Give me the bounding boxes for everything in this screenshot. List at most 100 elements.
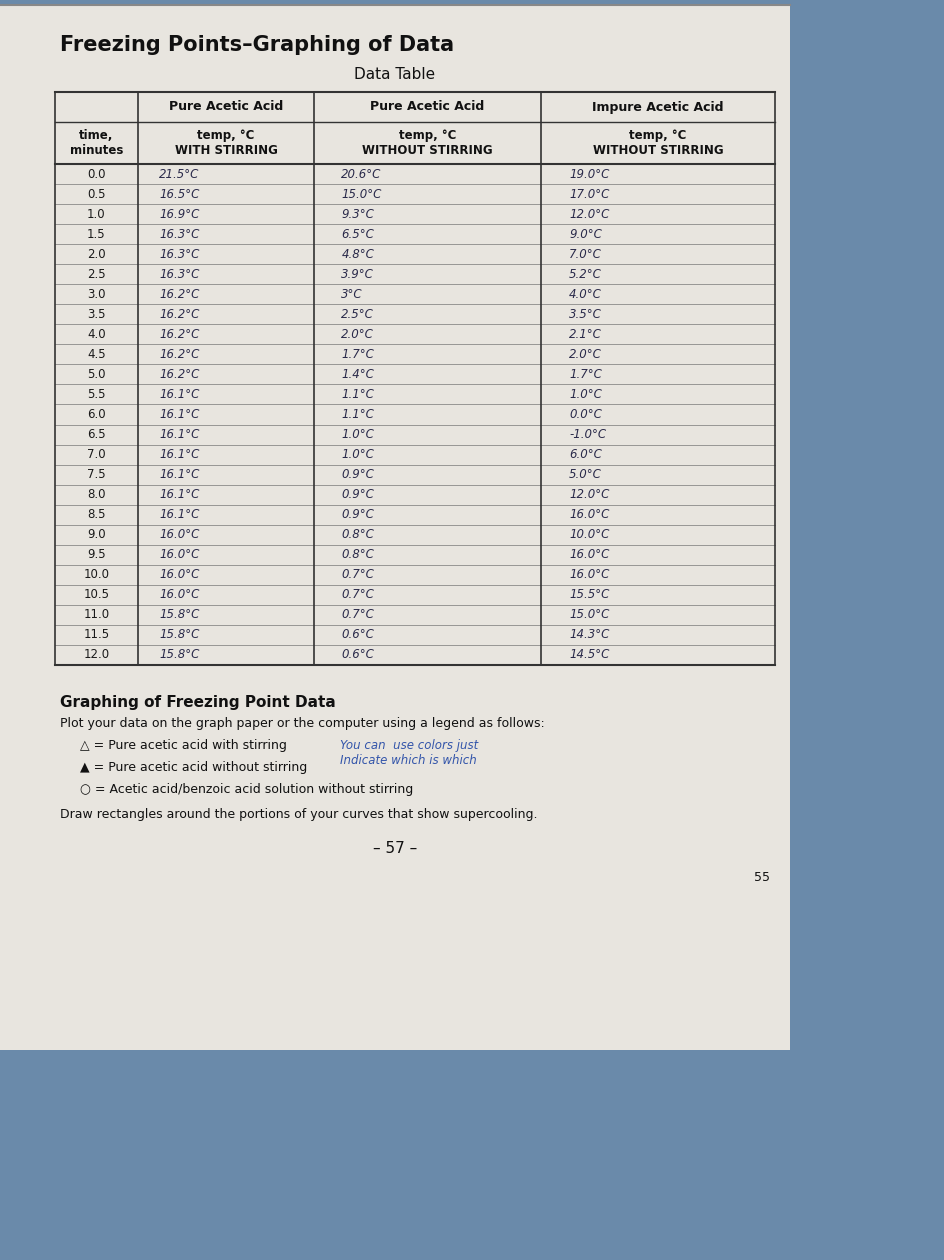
Text: 55: 55	[753, 871, 769, 885]
Text: 11.0: 11.0	[83, 609, 110, 621]
Text: 2.1°C: 2.1°C	[568, 328, 601, 341]
Text: 9.0°C: 9.0°C	[568, 228, 601, 241]
Text: 6.0°C: 6.0°C	[568, 449, 601, 461]
Text: 12.0°C: 12.0°C	[568, 488, 609, 501]
Text: 9.3°C: 9.3°C	[341, 208, 374, 220]
Text: 10.5: 10.5	[83, 588, 110, 601]
Text: 3.9°C: 3.9°C	[341, 267, 374, 281]
Text: 3.0: 3.0	[87, 287, 106, 301]
Text: 3.5: 3.5	[87, 307, 106, 321]
Text: 16.3°C: 16.3°C	[159, 267, 199, 281]
Text: 4.0°C: 4.0°C	[568, 287, 601, 301]
Text: 16.5°C: 16.5°C	[159, 188, 199, 200]
Text: 4.5: 4.5	[87, 348, 106, 360]
Text: 16.1°C: 16.1°C	[159, 388, 199, 401]
Text: 1.0: 1.0	[87, 208, 106, 220]
Text: 2.0°C: 2.0°C	[341, 328, 374, 341]
Text: 0.9°C: 0.9°C	[341, 508, 374, 522]
Text: 16.3°C: 16.3°C	[159, 248, 199, 261]
Text: 16.0°C: 16.0°C	[159, 548, 199, 561]
Text: 4.0: 4.0	[87, 328, 106, 341]
Text: 1.1°C: 1.1°C	[341, 408, 374, 421]
Text: 16.1°C: 16.1°C	[159, 488, 199, 501]
Text: 14.5°C: 14.5°C	[568, 649, 609, 662]
Text: 7.0: 7.0	[87, 449, 106, 461]
Text: 16.9°C: 16.9°C	[159, 208, 199, 220]
Text: 0.7°C: 0.7°C	[341, 588, 374, 601]
Text: ▲ = Pure acetic acid without stirring: ▲ = Pure acetic acid without stirring	[80, 761, 307, 774]
Text: temp, °C
WITHOUT STIRRING: temp, °C WITHOUT STIRRING	[592, 129, 722, 158]
Text: 16.2°C: 16.2°C	[159, 307, 199, 321]
Text: 16.0°C: 16.0°C	[159, 568, 199, 581]
Text: Plot your data on the graph paper or the computer using a legend as follows:: Plot your data on the graph paper or the…	[59, 717, 544, 730]
Text: 10.0°C: 10.0°C	[568, 528, 609, 542]
Text: temp, °C
WITH STIRRING: temp, °C WITH STIRRING	[175, 129, 278, 158]
Text: 16.1°C: 16.1°C	[159, 449, 199, 461]
Text: 16.1°C: 16.1°C	[159, 508, 199, 522]
Text: 5.2°C: 5.2°C	[568, 267, 601, 281]
Text: 1.5: 1.5	[87, 228, 106, 241]
Text: 6.5: 6.5	[87, 428, 106, 441]
Text: 9.5: 9.5	[87, 548, 106, 561]
Text: 3°C: 3°C	[341, 287, 362, 301]
Text: 1.4°C: 1.4°C	[341, 368, 374, 381]
Text: 11.5: 11.5	[83, 629, 110, 641]
Text: 16.0°C: 16.0°C	[568, 508, 609, 522]
Text: 15.5°C: 15.5°C	[568, 588, 609, 601]
Text: 2.0°C: 2.0°C	[568, 348, 601, 360]
Text: 12.0: 12.0	[83, 649, 110, 662]
Text: 12.0°C: 12.0°C	[568, 208, 609, 220]
Text: 5.0°C: 5.0°C	[568, 469, 601, 481]
Text: 2.0: 2.0	[87, 248, 106, 261]
Text: 16.1°C: 16.1°C	[159, 469, 199, 481]
Text: 0.8°C: 0.8°C	[341, 528, 374, 542]
Text: 15.0°C: 15.0°C	[568, 609, 609, 621]
Text: 16.2°C: 16.2°C	[159, 287, 199, 301]
Text: Graphing of Freezing Point Data: Graphing of Freezing Point Data	[59, 696, 335, 709]
Text: 1.0°C: 1.0°C	[568, 388, 601, 401]
Text: Pure Acetic Acid: Pure Acetic Acid	[370, 101, 484, 113]
Text: 2.5: 2.5	[87, 267, 106, 281]
Bar	[0, 5, 789, 1050]
Text: 6.5°C: 6.5°C	[341, 228, 374, 241]
Text: 0.7°C: 0.7°C	[341, 609, 374, 621]
Text: 15.8°C: 15.8°C	[159, 649, 199, 662]
Text: 0.6°C: 0.6°C	[341, 649, 374, 662]
Text: 0.7°C: 0.7°C	[341, 568, 374, 581]
Text: 1.1°C: 1.1°C	[341, 388, 374, 401]
Text: 0.8°C: 0.8°C	[341, 548, 374, 561]
Text: time,
minutes: time, minutes	[70, 129, 123, 158]
Text: 1.7°C: 1.7°C	[341, 348, 374, 360]
Text: △ = Pure acetic acid with stirring: △ = Pure acetic acid with stirring	[80, 740, 287, 752]
Text: 5.5: 5.5	[87, 388, 106, 401]
Text: 4.8°C: 4.8°C	[341, 248, 374, 261]
Text: Freezing Points–Graphing of Data: Freezing Points–Graphing of Data	[59, 35, 454, 55]
Text: 16.0°C: 16.0°C	[159, 528, 199, 542]
Text: 15.8°C: 15.8°C	[159, 629, 199, 641]
Text: 16.0°C: 16.0°C	[159, 588, 199, 601]
Text: 15.8°C: 15.8°C	[159, 609, 199, 621]
Text: 0.9°C: 0.9°C	[341, 488, 374, 501]
Text: 0.0: 0.0	[87, 168, 106, 180]
Text: 15.0°C: 15.0°C	[341, 188, 381, 200]
Text: Data Table: Data Table	[354, 67, 435, 82]
Text: 19.0°C: 19.0°C	[568, 168, 609, 180]
Text: ○ = Acetic acid/benzoic acid solution without stirring: ○ = Acetic acid/benzoic acid solution wi…	[80, 782, 413, 796]
Text: 20.6°C: 20.6°C	[341, 168, 381, 180]
Text: 1.7°C: 1.7°C	[568, 368, 601, 381]
Text: 21.5°C: 21.5°C	[159, 168, 199, 180]
Text: You can  use colors just
Indicate which is which: You can use colors just Indicate which i…	[340, 740, 478, 767]
Text: 0.6°C: 0.6°C	[341, 629, 374, 641]
Text: 9.0: 9.0	[87, 528, 106, 542]
Text: Draw rectangles around the portions of your curves that show supercooling.: Draw rectangles around the portions of y…	[59, 808, 537, 822]
Text: 14.3°C: 14.3°C	[568, 629, 609, 641]
Text: Impure Acetic Acid: Impure Acetic Acid	[592, 101, 723, 113]
Text: 3.5°C: 3.5°C	[568, 307, 601, 321]
Text: 0.9°C: 0.9°C	[341, 469, 374, 481]
Text: 7.5: 7.5	[87, 469, 106, 481]
Text: – 57 –: – 57 –	[373, 840, 416, 856]
Text: 16.1°C: 16.1°C	[159, 428, 199, 441]
Text: 1.0°C: 1.0°C	[341, 449, 374, 461]
Text: 16.1°C: 16.1°C	[159, 408, 199, 421]
Text: 17.0°C: 17.0°C	[568, 188, 609, 200]
